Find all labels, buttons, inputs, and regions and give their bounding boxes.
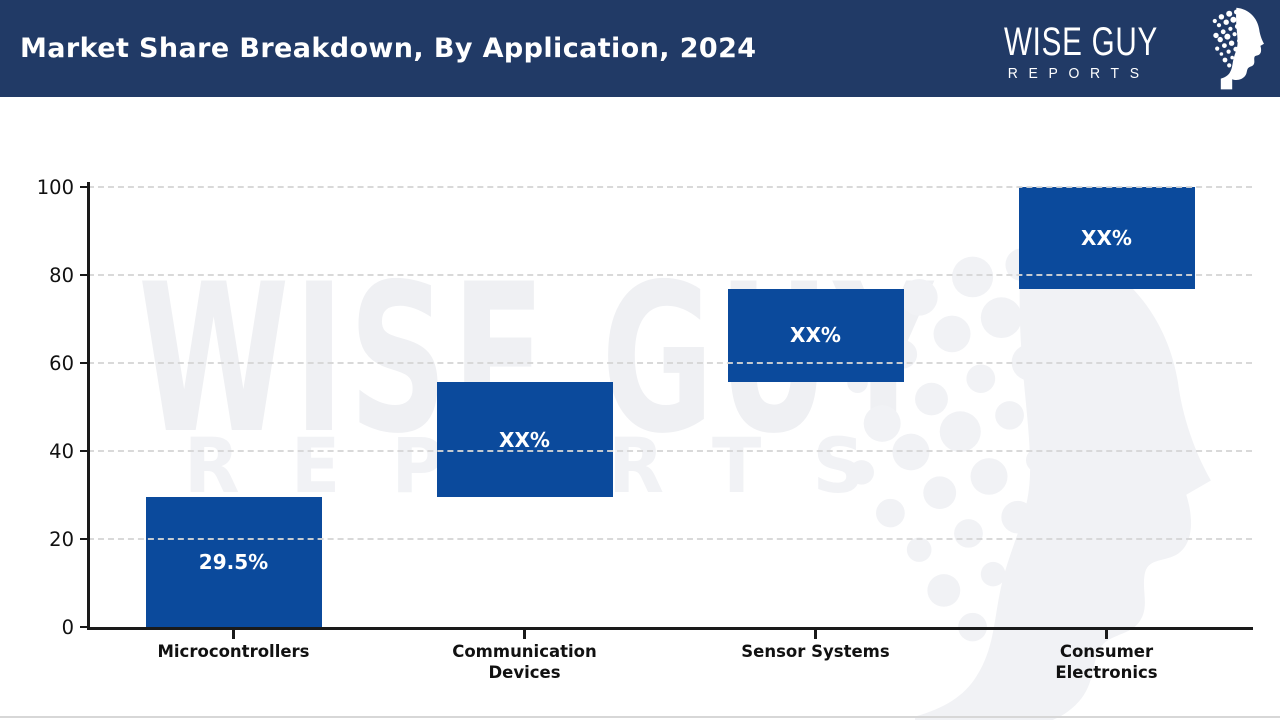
bar-segment (436, 381, 613, 498)
bar-value-label: XX% (790, 323, 841, 348)
y-tick-label: 0 (61, 615, 74, 639)
x-axis-tick (814, 629, 817, 639)
grid-line (88, 186, 1252, 188)
y-tick-label: 80 (49, 263, 74, 287)
y-tick-label: 40 (49, 439, 74, 463)
grid-line (88, 362, 1252, 364)
grid-line (88, 450, 1252, 452)
y-axis-tick (80, 273, 88, 277)
x-axis (87, 627, 1253, 630)
bar-segment (145, 497, 322, 627)
x-category-label: Communication Devices (452, 642, 597, 683)
y-axis-tick (80, 185, 88, 189)
header-bar: Market Share Breakdown, By Application, … (0, 0, 1280, 97)
y-tick-label: 100 (36, 175, 74, 199)
y-axis-tick (80, 537, 88, 541)
x-axis-tick (523, 629, 526, 639)
chart-area: 0 20 40 60 80 100 29.5% Microcontrollers XX% Comm… (0, 97, 1280, 720)
logo-wordmark: WISE GUY (1003, 20, 1158, 64)
brand-logo-text: WISE GUY REPORTS (1004, 22, 1212, 82)
x-category-label: Microcontrollers (157, 642, 310, 661)
brand-logo: WISE GUY REPORTS (1004, 4, 1270, 90)
page-title: Market Share Breakdown, By Application, … (20, 33, 757, 64)
y-tick-label: 60 (49, 351, 74, 375)
x-axis-tick (1105, 629, 1108, 639)
y-tick-label: 20 (49, 527, 74, 551)
y-axis-tick (80, 361, 88, 365)
bar-segment (1018, 187, 1195, 290)
bar-value-label: XX% (1081, 226, 1132, 251)
bar-value-label: XX% (499, 427, 550, 452)
grid-line (88, 538, 1252, 540)
x-axis-tick (232, 629, 235, 639)
x-category-label: Consumer Electronics (1055, 642, 1158, 683)
bar-value-label: 29.5% (198, 550, 269, 575)
logo-subtitle: REPORTS (1007, 65, 1150, 82)
watermark-face-icon (847, 236, 1211, 720)
y-axis-tick (80, 449, 88, 453)
y-axis-tick (80, 625, 88, 629)
x-category-label: Sensor Systems (741, 642, 890, 661)
bar-segment (727, 289, 904, 382)
y-axis (87, 182, 90, 629)
grid-line (88, 274, 1252, 276)
bottom-divider (0, 716, 1280, 718)
logo-face-icon (1212, 7, 1264, 90)
